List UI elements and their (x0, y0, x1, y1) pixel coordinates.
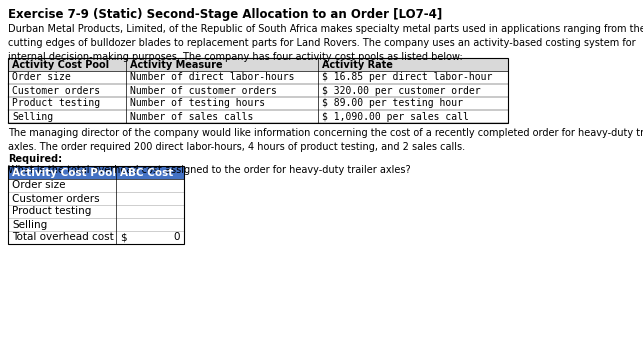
Text: $ 1,090.00 per sales call: $ 1,090.00 per sales call (322, 112, 469, 121)
Bar (8, 179, 184, 192)
Text: Exercise 7-9 (Static) Second-Stage Allocation to an Order [LO7-4]: Exercise 7-9 (Static) Second-Stage Alloc… (8, 8, 442, 21)
Text: ABC Cost: ABC Cost (120, 167, 173, 178)
Text: Customer orders: Customer orders (12, 86, 100, 95)
Text: $ 89.00 per testing hour: $ 89.00 per testing hour (322, 99, 463, 108)
Bar (8, 71, 508, 84)
Text: Activity Rate: Activity Rate (322, 60, 393, 69)
Bar (8, 58, 508, 71)
Bar (8, 84, 508, 97)
Text: The managing director of the company would like information concerning the cost : The managing director of the company wou… (8, 128, 643, 152)
Text: Number of customer orders: Number of customer orders (130, 86, 277, 95)
Text: Selling: Selling (12, 219, 47, 230)
Bar (8, 192, 184, 205)
Text: Order size: Order size (12, 180, 66, 191)
Text: $: $ (120, 232, 127, 243)
Text: Order size: Order size (12, 73, 71, 82)
Text: Product testing: Product testing (12, 99, 100, 108)
Bar (8, 58, 508, 123)
Bar (8, 205, 184, 218)
Bar (8, 231, 184, 244)
Bar (8, 97, 508, 110)
Text: Activity Cost Pool: Activity Cost Pool (12, 60, 109, 69)
Text: Total overhead cost: Total overhead cost (12, 232, 114, 243)
Text: $ 320.00 per customer order: $ 320.00 per customer order (322, 86, 480, 95)
Text: Number of direct labor-hours: Number of direct labor-hours (130, 73, 294, 82)
Text: Activity Measure: Activity Measure (130, 60, 222, 69)
Text: Durban Metal Products, Limited, of the Republic of South Africa makes specialty : Durban Metal Products, Limited, of the R… (8, 24, 643, 62)
Bar (8, 166, 184, 179)
Text: Customer orders: Customer orders (12, 193, 100, 204)
Text: $ 16.85 per direct labor-hour: $ 16.85 per direct labor-hour (322, 73, 493, 82)
Text: Product testing: Product testing (12, 206, 91, 217)
Text: What is the total overhead cost assigned to the order for heavy-duty trailer axl: What is the total overhead cost assigned… (8, 165, 411, 175)
Text: Activity Cost Pool: Activity Cost Pool (12, 167, 116, 178)
Text: Selling: Selling (12, 112, 53, 121)
Text: Number of sales calls: Number of sales calls (130, 112, 253, 121)
Bar (8, 166, 184, 244)
Text: Required:: Required: (8, 154, 62, 164)
Bar (8, 218, 184, 231)
Text: Number of testing hours: Number of testing hours (130, 99, 265, 108)
Bar (8, 110, 508, 123)
Text: 0: 0 (174, 232, 180, 243)
